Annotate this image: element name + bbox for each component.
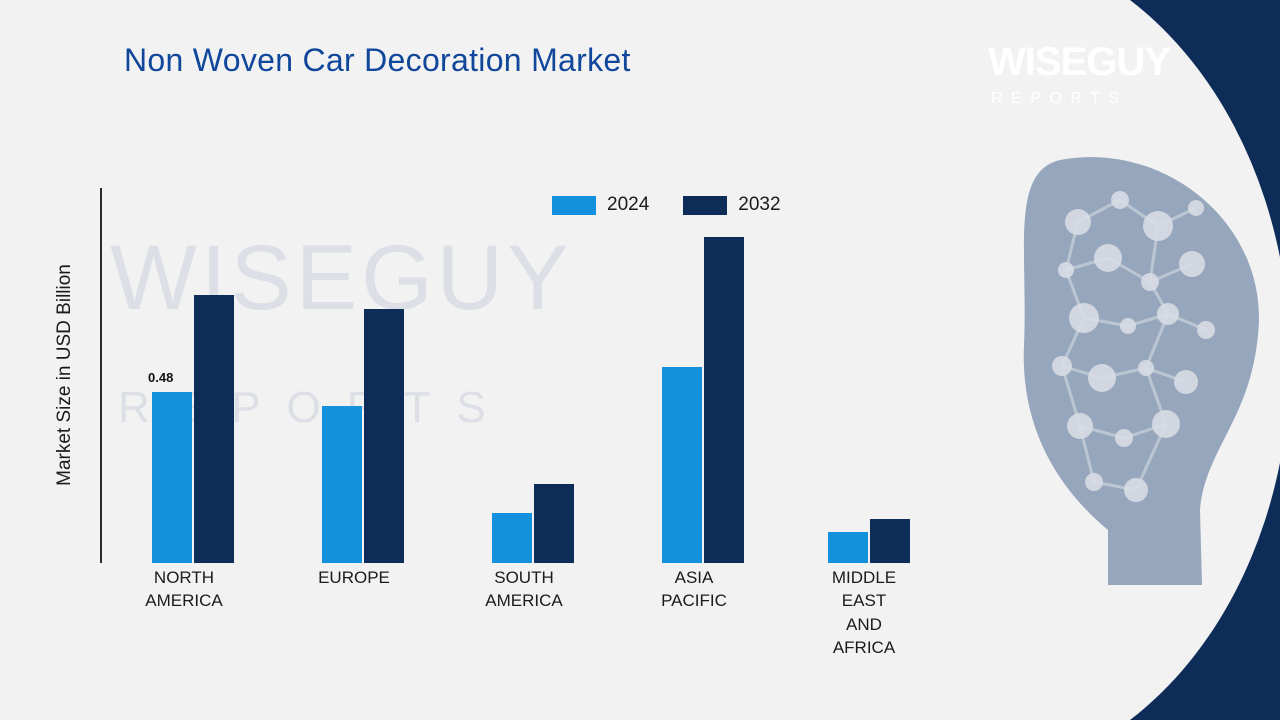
bar-2024-south-america[interactable] (492, 513, 532, 563)
x-label-line: AND (846, 614, 882, 634)
x-label-line: MIDDLE (831, 568, 897, 587)
x-label-line: NORTH (153, 568, 215, 587)
x-label-middle-east-and-africa: MIDDLE EAST AND AFRICA (784, 566, 944, 660)
legend-label-2024: 2024 (607, 194, 650, 215)
bar-2032-south-america[interactable] (534, 484, 574, 563)
y-axis-line (100, 188, 102, 563)
x-label-europe: EUROPE (274, 566, 434, 589)
brand-name: WISEGUY (988, 40, 1171, 84)
decorative-arc (960, 0, 1280, 720)
x-label-line: AMERICA (145, 591, 223, 611)
brand-tagline: REPORTS (991, 90, 1128, 107)
legend-item-2024[interactable]: 2024 (552, 194, 649, 216)
legend-item-2032[interactable]: 2032 (683, 194, 781, 216)
bar-2032-middle-east-and-africa[interactable] (870, 519, 910, 563)
x-label-line: EUROPE (318, 568, 390, 587)
bar-2032-europe[interactable] (364, 309, 404, 563)
chart-legend: 2024 2032 (552, 194, 781, 216)
bar-2032-asia-pacific[interactable] (704, 237, 744, 563)
x-label-line: ASIA (674, 568, 714, 587)
bar-2024-middle-east-and-africa[interactable] (828, 532, 868, 563)
legend-swatch-2032 (683, 195, 728, 215)
page-title: Non Woven Car Decoration Market (124, 42, 631, 78)
chart-panel: WISEGUY REPORTS Non Woven Car Decoration… (45, 42, 950, 686)
legend-label-2032: 2032 (738, 194, 781, 215)
x-label-line: EAST (841, 591, 887, 611)
bar-group-europe (322, 309, 404, 563)
y-axis-title: Market Size in USD Billion (45, 185, 85, 565)
bar-2024-north-america[interactable] (152, 392, 192, 563)
bar-2024-europe[interactable] (322, 406, 362, 563)
x-label-line: AFRICA (832, 638, 896, 658)
x-label-line: PACIFIC (661, 591, 727, 611)
bar-value-label: 0.48 (148, 370, 174, 385)
brand-logo: WISEGUY REPORTS (988, 34, 1258, 124)
x-label-line: SOUTH (494, 568, 554, 587)
bar-group-north-america: 0.48 (148, 295, 234, 563)
bar-group-south-america (492, 484, 574, 563)
plot-area: 0.48 (100, 188, 950, 563)
bar-group-asia-pacific (662, 237, 744, 563)
x-label-asia-pacific: ASIA PACIFIC (614, 566, 774, 613)
bar-2024-asia-pacific[interactable] (662, 367, 702, 563)
head-logo-icon (1023, 157, 1259, 585)
bar-2032-north-america[interactable] (194, 295, 234, 563)
bar-group-middle-east-and-africa (828, 519, 910, 563)
x-axis-labels: NORTH AMERICA EUROPE SOUTH AMERICA ASIA … (100, 566, 950, 686)
x-label-line: AMERICA (485, 591, 563, 611)
x-label-north-america: NORTH AMERICA (104, 566, 264, 613)
legend-swatch-2024 (552, 195, 596, 215)
brand-panel: WISEGUY REPORTS (960, 0, 1280, 720)
x-label-south-america: SOUTH AMERICA (444, 566, 604, 613)
y-axis-title-text: Market Size in USD Billion (54, 264, 75, 486)
